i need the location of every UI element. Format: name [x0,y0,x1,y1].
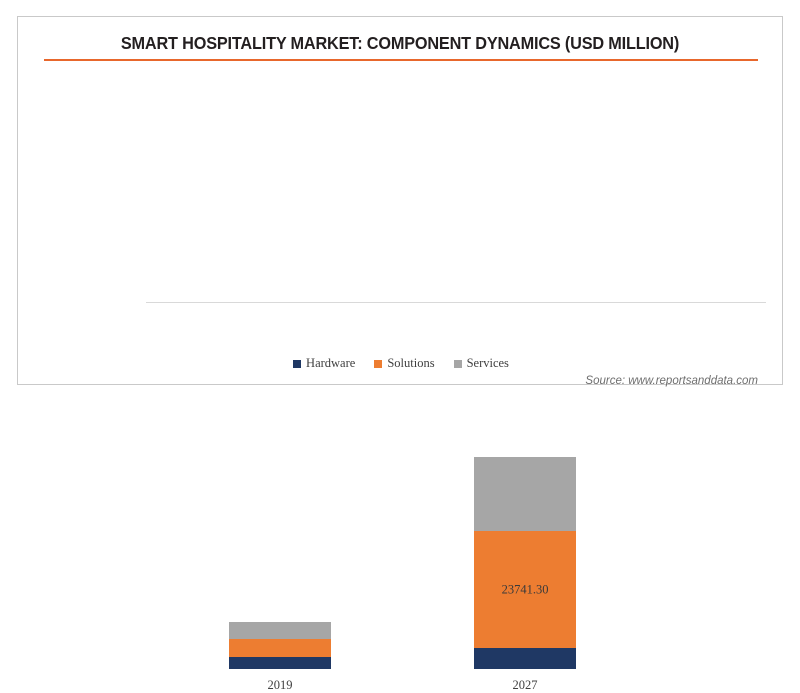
bar-segment-solutions-2019[interactable] [229,639,331,657]
legend-item-solutions[interactable]: Solutions [374,356,435,371]
legend-swatch-services [453,359,462,368]
source-attribution: Source: www.reportsanddata.com [585,375,758,387]
title-underline-rule [44,59,758,61]
bar-segment-solutions-2027[interactable]: 23741.30 [474,531,576,649]
x-tick-label-2027: 2027 [512,678,538,692]
legend-item-hardware[interactable]: Hardware [293,356,355,371]
plot-area: 2019 23741.30 2027 [18,17,782,692]
legend-swatch-solutions [374,359,383,368]
chart-title: SMART HOSPITALITY MARKET: COMPONENT DYNA… [120,33,680,53]
stacked-bar-2027[interactable]: 23741.30 [474,457,576,669]
bar-segment-hardware-2027[interactable] [474,648,576,669]
legend-swatch-hardware [293,359,302,368]
bar-value-label-solutions-2027: 23741.30 [501,582,549,597]
x-tick-label-2019: 2019 [267,678,293,692]
chart-legend: Hardware Solutions Services [18,356,784,371]
category-axis-line [146,302,766,303]
bar-segment-hardware-2019[interactable] [229,657,331,669]
legend-label-solutions: Solutions [387,356,435,370]
stacked-bar-2019[interactable] [229,622,331,669]
bar-segment-services-2019[interactable] [229,622,331,639]
legend-label-services: Services [466,356,509,370]
legend-label-hardware: Hardware [306,356,356,370]
bar-segment-services-2027[interactable] [474,457,576,532]
chart-figure: SMART HOSPITALITY MARKET: COMPONENT DYNA… [17,16,784,692]
legend-item-services[interactable]: Services [453,356,509,371]
